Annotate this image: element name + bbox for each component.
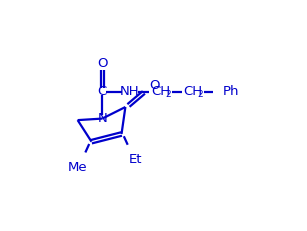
Text: Et: Et bbox=[129, 153, 142, 166]
Text: NH: NH bbox=[119, 85, 139, 98]
Text: CH: CH bbox=[184, 85, 203, 98]
Text: O: O bbox=[149, 79, 160, 92]
Text: N: N bbox=[97, 112, 107, 125]
Text: CH: CH bbox=[151, 85, 170, 98]
Text: O: O bbox=[97, 57, 107, 70]
Text: Me: Me bbox=[68, 161, 87, 174]
Text: Ph: Ph bbox=[222, 85, 239, 98]
Text: 2: 2 bbox=[165, 90, 171, 99]
Text: 2: 2 bbox=[197, 90, 203, 99]
Text: C: C bbox=[98, 85, 107, 98]
